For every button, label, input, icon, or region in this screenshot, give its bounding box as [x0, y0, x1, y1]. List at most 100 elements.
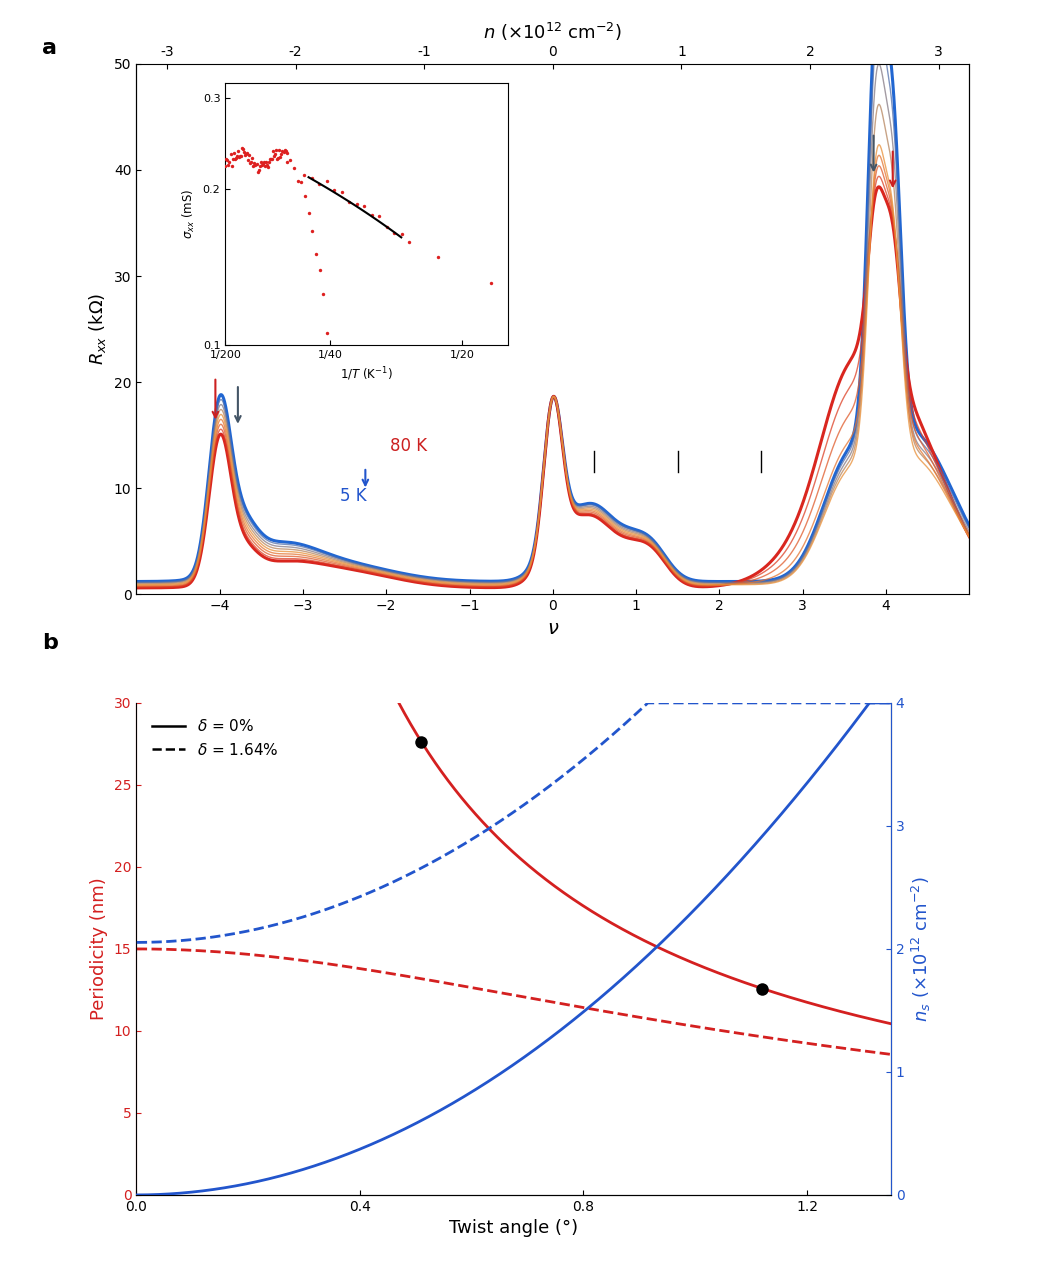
Point: [326, 179, 343, 199]
X-axis label: $\nu$: $\nu$: [547, 619, 559, 638]
Point: [393, 224, 410, 244]
Text: 80 K: 80 K: [390, 437, 428, 455]
Point: [285, 157, 302, 178]
Point: [322, 348, 339, 368]
Point: [268, 139, 285, 160]
Point: [228, 146, 245, 166]
Point: [245, 156, 262, 176]
Point: [292, 173, 309, 193]
Point: [274, 144, 290, 165]
Point: [277, 139, 293, 160]
Point: [483, 272, 500, 293]
Point: [319, 171, 335, 192]
Point: [266, 146, 283, 166]
Point: [235, 138, 252, 158]
Point: [319, 323, 335, 344]
Point: [221, 151, 238, 171]
Point: [255, 155, 271, 175]
Point: [430, 247, 446, 267]
Point: [237, 144, 254, 165]
X-axis label: Twist angle (°): Twist angle (°): [449, 1219, 578, 1237]
X-axis label: $n$ ($\times$10$^{12}$ cm$^{-2}$): $n$ ($\times$10$^{12}$ cm$^{-2}$): [483, 22, 623, 43]
Point: [364, 204, 380, 225]
Text: 5 K: 5 K: [341, 487, 367, 505]
Point: [300, 203, 316, 224]
Point: [222, 144, 239, 165]
Point: [271, 139, 288, 160]
Point: [217, 156, 234, 176]
Point: [282, 150, 299, 170]
Point: [264, 148, 281, 169]
Point: [279, 143, 296, 164]
Point: [371, 206, 388, 226]
Point: [252, 156, 268, 176]
Point: [244, 148, 261, 169]
Point: [348, 193, 365, 213]
Point: [261, 152, 278, 173]
Point: [254, 155, 270, 175]
Y-axis label: $n_s$ ($\times$10$^{12}$ cm$^{-2}$): $n_s$ ($\times$10$^{12}$ cm$^{-2}$): [910, 875, 933, 1022]
Point: [333, 543, 350, 564]
Point: [270, 148, 287, 169]
Point: [303, 169, 320, 189]
Point: [311, 174, 328, 194]
Point: [260, 157, 277, 178]
Point: [258, 152, 275, 173]
Y-axis label: $\sigma_{xx}$ (mS): $\sigma_{xx}$ (mS): [181, 189, 197, 239]
Point: [262, 148, 279, 169]
Point: [249, 162, 266, 183]
Point: [233, 146, 249, 166]
Point: [296, 165, 312, 185]
Point: [289, 171, 306, 192]
Point: [231, 146, 247, 166]
Point: [269, 150, 286, 170]
Point: [234, 138, 250, 158]
X-axis label: 1/$T$ (K$^{-1}$): 1/$T$ (K$^{-1}$): [341, 366, 393, 383]
Point: [275, 142, 291, 162]
Point: [314, 284, 331, 304]
Legend: $\delta$ = 0%, $\delta$ = 1.64%: $\delta$ = 0%, $\delta$ = 1.64%: [144, 711, 286, 766]
Point: [329, 495, 346, 515]
Text: b: b: [42, 633, 58, 653]
Y-axis label: $R_{xx}$ (k$\Omega$): $R_{xx}$ (k$\Omega$): [87, 293, 108, 366]
Point: [341, 192, 357, 212]
Point: [259, 155, 276, 175]
Point: [257, 156, 274, 176]
Point: [230, 141, 246, 161]
Point: [336, 748, 353, 768]
Point: [356, 196, 373, 216]
Point: [278, 141, 294, 161]
Text: a: a: [42, 38, 57, 59]
Point: [267, 143, 284, 164]
Point: [401, 231, 418, 252]
Point: [265, 141, 282, 161]
Point: [227, 147, 244, 167]
Point: [219, 151, 236, 171]
Point: [220, 155, 237, 175]
Point: [243, 152, 260, 173]
Point: [226, 148, 243, 169]
Point: [236, 142, 253, 162]
Point: [232, 146, 248, 166]
Point: [239, 142, 256, 162]
Point: [333, 181, 350, 202]
Point: [242, 152, 259, 173]
Point: [218, 148, 235, 169]
Point: [386, 224, 402, 244]
Point: [250, 160, 267, 180]
Point: [256, 152, 272, 173]
Point: [263, 148, 280, 169]
Point: [225, 143, 242, 164]
Point: [224, 148, 241, 169]
Point: [240, 151, 257, 171]
Point: [272, 147, 289, 167]
Point: [238, 144, 255, 165]
Point: [276, 142, 292, 162]
Point: [241, 144, 258, 165]
Point: [223, 156, 240, 176]
Point: [326, 414, 343, 435]
Point: [253, 151, 269, 171]
Point: [297, 187, 313, 207]
Point: [279, 152, 296, 173]
Point: [247, 155, 264, 175]
